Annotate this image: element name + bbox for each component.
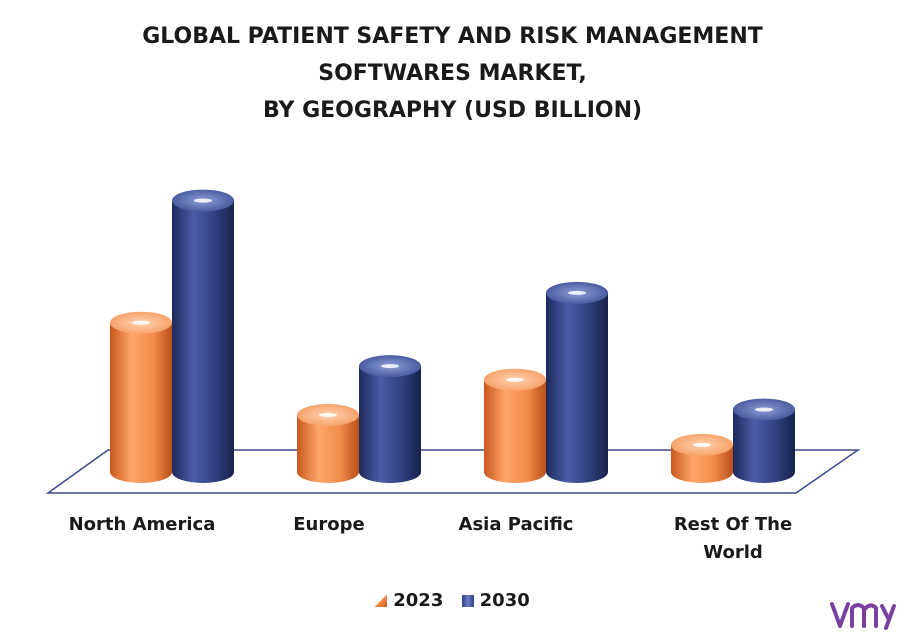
chart-floor (45, 449, 861, 494)
bar-body (297, 415, 359, 483)
legend-label-2023: 2023 (393, 590, 444, 611)
bar-body (733, 409, 795, 483)
chart-title: GLOBAL PATIENT SAFETY AND RISK MANAGEMEN… (0, 18, 905, 129)
bar-highlight (568, 290, 586, 295)
bar-highlight (132, 320, 150, 325)
bar-2030-asia-pacific (546, 281, 608, 483)
bar-body (671, 444, 733, 483)
legend-label-2030: 2030 (479, 590, 530, 611)
bar-2030-rest-of-the-world (733, 398, 795, 483)
x-tick-label-north-america: North America (69, 514, 216, 535)
bar-2023-north-america (110, 311, 172, 483)
bars-group (110, 189, 795, 484)
bar-body (484, 379, 546, 483)
bar-highlight (506, 377, 524, 382)
bar-body (172, 200, 234, 484)
bar-2023-europe (297, 404, 359, 483)
legend-item-2030: 2030 (461, 590, 530, 611)
bar-body (546, 292, 608, 483)
bar-body (359, 366, 421, 483)
category-labels: North America Europe Asia Pacific Rest Of T… (69, 514, 793, 563)
bar-highlight (381, 364, 399, 369)
chart-title-line-2: SOFTWARES MARKET, (318, 61, 587, 86)
bar-2023-asia-pacific (484, 368, 546, 483)
bar-highlight (194, 198, 212, 203)
legend: 2023 2030 (0, 590, 905, 612)
x-tick-label-asia-pacific: Asia Pacific (459, 514, 574, 535)
legend-item-2023: 2023 (375, 590, 443, 611)
x-tick-label-europe: Europe (293, 514, 364, 535)
chart-title-line-3: BY GEOGRAPHY (USD BILLION) (262, 98, 643, 123)
bar-highlight (319, 413, 337, 417)
bar-highlight (755, 407, 773, 412)
brand-logo-icon (830, 602, 896, 630)
bar-2030-europe (359, 355, 421, 483)
chart-title-line-1: GLOBAL PATIENT SAFETY AND RISK MANAGEMEN… (142, 24, 763, 49)
x-tick-label-rest-of-the-world: Rest Of The World (674, 514, 792, 563)
legend-swatch-2030-icon (461, 594, 474, 607)
legend-swatch-2023-icon (375, 594, 388, 607)
bar-2030-north-america (172, 189, 234, 484)
bar-body (110, 322, 172, 483)
bar-highlight (693, 442, 711, 447)
bar-2023-rest-of-the-world (671, 433, 733, 483)
